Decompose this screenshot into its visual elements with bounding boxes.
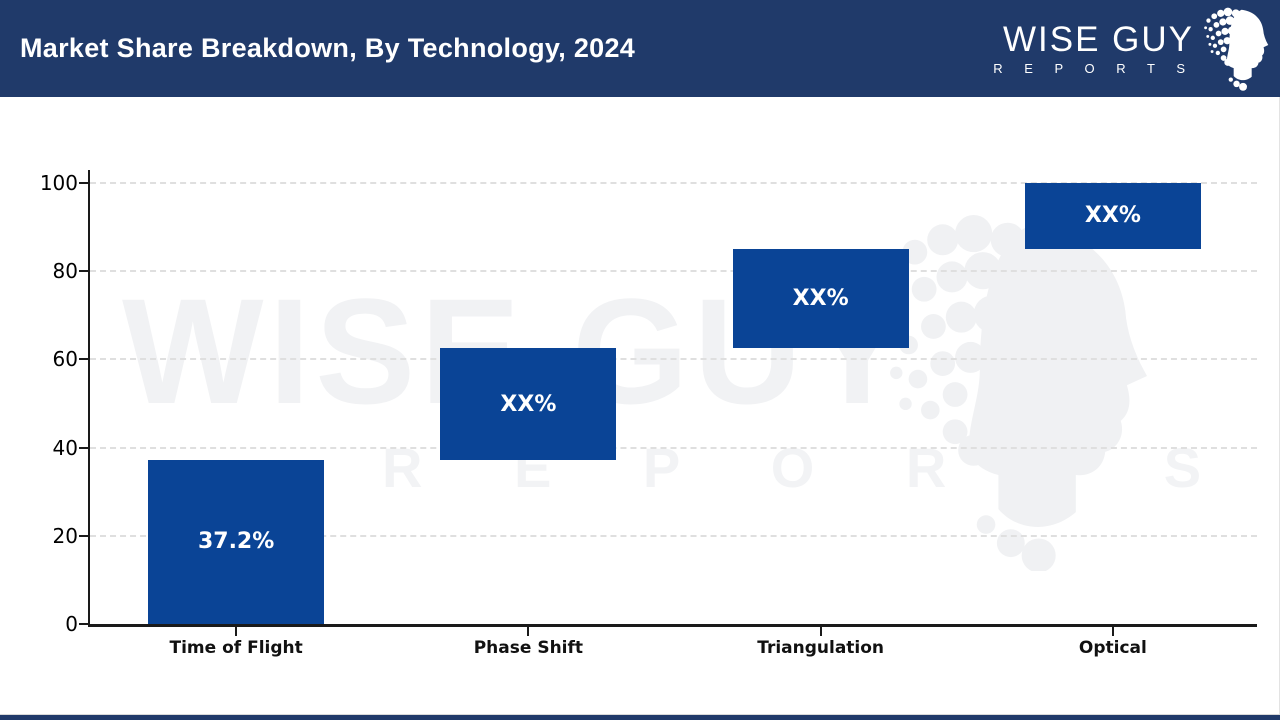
y-tick-label-100: 100 [39,170,78,195]
bar-label-optical: XX% [1084,203,1141,229]
plot: 0 20 40 60 80 100 37.2% Time of Flight XX% Phase … [40,170,1257,658]
x-tick-mark-triangulation [819,627,822,636]
page-title: Market Share Breakdown, By Technology, 2… [20,33,636,63]
bar-label-triangulation: XX% [792,286,849,312]
brand-logo: WISE GUY R E P O R T S [993,6,1280,92]
y-tick-label-80: 80 [52,259,78,284]
footer-bar [0,714,1280,720]
y-tick-label-60: 60 [52,347,78,372]
x-category-label-triangulation: Triangulation [757,638,885,658]
chart-area: WISE GUY R E P O R T S 0 20 40 60 80 100 37.2%… [0,97,1280,714]
header: Market Share Breakdown, By Technology, 2… [0,0,1280,97]
grid-line-20 [90,534,1257,537]
bar-triangulation: XX% [732,249,909,349]
y-tick-mark-40 [79,446,88,449]
y-tick-mark-20 [79,534,88,537]
x-tick-mark-phase-shift [527,627,530,636]
y-tick-label-20: 20 [52,523,78,548]
bar-optical: XX% [1024,182,1201,250]
grid-line-80 [90,270,1257,273]
y-tick-mark-100 [79,181,88,184]
x-tick-mark-time-of-flight [235,627,238,636]
grid-line-100 [90,181,1257,184]
brand-text: WISE GUY R E P O R T S [993,22,1194,75]
x-tick-mark-optical [1111,627,1114,636]
y-tick-mark-60 [79,358,88,361]
y-tick-mark-0 [79,623,88,625]
bar-label-phase-shift: XX% [500,391,557,417]
y-tick-label-0: 0 [65,612,78,636]
bar-time-of-flight: 37.2% [148,459,325,624]
brand-sub: R E P O R T S [993,61,1194,76]
x-category-label-optical: Optical [1078,638,1147,658]
x-category-label-phase-shift: Phase Shift [473,638,584,658]
grid-line-60 [90,358,1257,361]
grid-line-40 [90,446,1257,449]
brand-face-icon [1204,7,1269,91]
bar-phase-shift: XX% [440,348,617,460]
bar-label-time-of-flight: 37.2% [197,529,275,555]
brand-name: WISE GUY [1002,20,1194,59]
x-category-label-time-of-flight: Time of Flight [169,638,303,658]
y-tick-label-40: 40 [52,435,78,460]
y-tick-mark-80 [79,270,88,273]
